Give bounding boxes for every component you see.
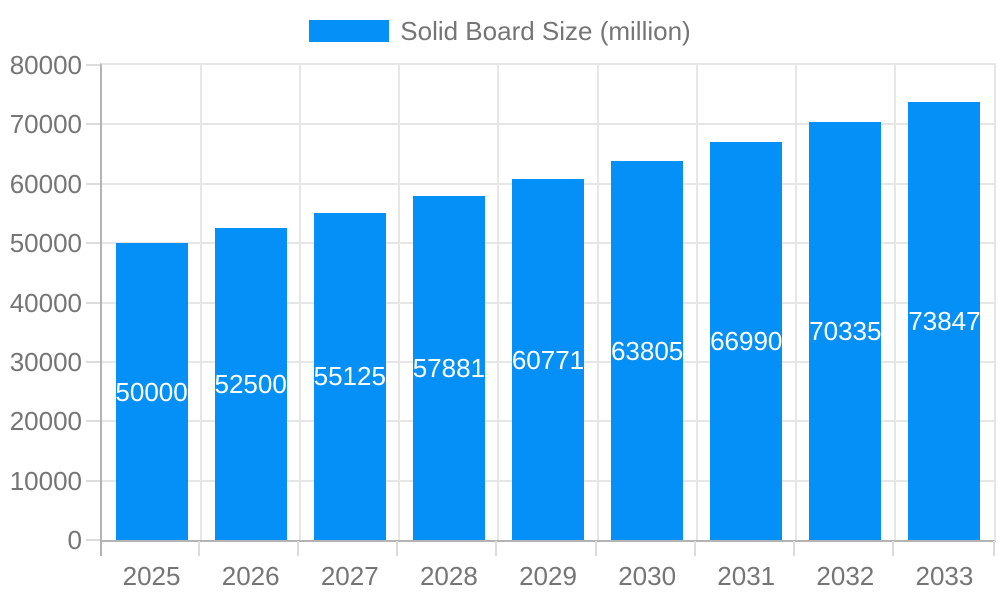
legend: Solid Board Size (million): [0, 16, 1000, 46]
y-axis-label: 60000: [9, 168, 82, 199]
x-axis-tick: [495, 541, 498, 556]
bar: [115, 243, 188, 540]
bar-value-label: 60771: [511, 344, 585, 375]
x-axis-label: 2028: [419, 561, 478, 591]
bar: [214, 228, 287, 540]
y-axis-label: 30000: [9, 346, 82, 377]
bar: [809, 122, 882, 540]
v-gridline: [893, 65, 896, 540]
y-axis-tick: [86, 479, 100, 482]
y-axis-label: 70000: [9, 109, 82, 140]
x-axis-label: 2032: [816, 561, 875, 591]
bar: [412, 196, 485, 540]
v-gridline: [299, 65, 302, 540]
y-axis-tick: [86, 301, 100, 304]
x-axis-tick: [297, 541, 300, 556]
y-axis-label: 10000: [9, 465, 82, 496]
bar: [512, 179, 584, 540]
x-axis-tick: [396, 541, 399, 556]
legend-label: Solid Board Size (million): [400, 16, 691, 46]
v-gridline: [695, 65, 698, 540]
y-axis-tick: [86, 539, 100, 541]
y-axis: 0 10000 20000 30000 40000 50000 60000 70000 8000…: [0, 52, 82, 553]
y-axis-label: 80000: [9, 50, 82, 80]
x-axis-origin-tick: [100, 541, 102, 556]
y-axis-tick: [86, 420, 100, 423]
y-axis-label: 0: [67, 525, 82, 555]
x-axis-tick: [891, 541, 894, 556]
v-gridline: [794, 65, 797, 540]
bar-value-label: 63805: [610, 335, 684, 366]
bar: [710, 142, 783, 540]
bar-value-label: 66990: [710, 326, 783, 357]
y-axis-tick: [86, 123, 100, 126]
x-axis-label: 2025: [122, 561, 181, 591]
y-axis-label: 20000: [9, 406, 82, 437]
x-axis-label: 2027: [320, 561, 379, 591]
bar: [908, 101, 981, 540]
bar-value-label: 73847: [908, 305, 981, 336]
x-axis-label: 2026: [221, 561, 280, 591]
v-gridline: [596, 65, 599, 540]
plot-area: 50000 52500 55125 57881 60771 63805 66990 70335…: [100, 63, 996, 542]
legend-swatch: [309, 20, 390, 42]
x-axis-tick: [792, 541, 795, 556]
y-axis-tick: [86, 360, 100, 363]
x-axis-tick: [594, 541, 597, 556]
y-axis-label: 40000: [9, 287, 82, 318]
y-axis-label: 50000: [9, 228, 82, 259]
x-axis-label: 2033: [915, 561, 974, 591]
y-axis-tick: [86, 182, 100, 185]
y-axis-tick: [86, 242, 100, 245]
bar-value-label: 57881: [412, 353, 486, 384]
h-gridline: [102, 123, 994, 126]
bar-value-label: 70335: [809, 316, 882, 347]
bar-value-label: 52500: [214, 369, 287, 400]
bar: [313, 212, 386, 540]
v-gridline: [398, 65, 401, 540]
x-axis-label: 2029: [519, 561, 577, 591]
x-axis-tick: [693, 541, 696, 556]
bar: [611, 161, 684, 540]
x-axis-tick: [993, 541, 995, 556]
x-axis-tick: [198, 541, 201, 556]
x-axis-label: 2030: [618, 561, 677, 591]
v-gridline: [497, 65, 500, 540]
y-axis-tick: [86, 64, 100, 66]
bar-value-label: 55125: [313, 361, 386, 392]
v-gridline: [200, 65, 203, 540]
x-axis-label: 2031: [717, 561, 776, 591]
bar-value-label: 50000: [115, 376, 188, 407]
